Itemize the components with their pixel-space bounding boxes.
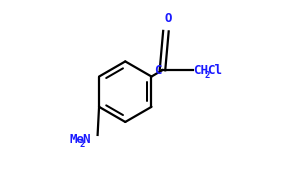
- Text: O: O: [165, 12, 172, 25]
- Text: Cl: Cl: [207, 63, 222, 77]
- Text: N: N: [83, 133, 90, 146]
- Text: C: C: [154, 63, 162, 77]
- Text: Me: Me: [70, 133, 85, 146]
- Text: 2: 2: [80, 140, 85, 149]
- Text: CH: CH: [194, 63, 209, 77]
- Text: 2: 2: [204, 71, 210, 80]
